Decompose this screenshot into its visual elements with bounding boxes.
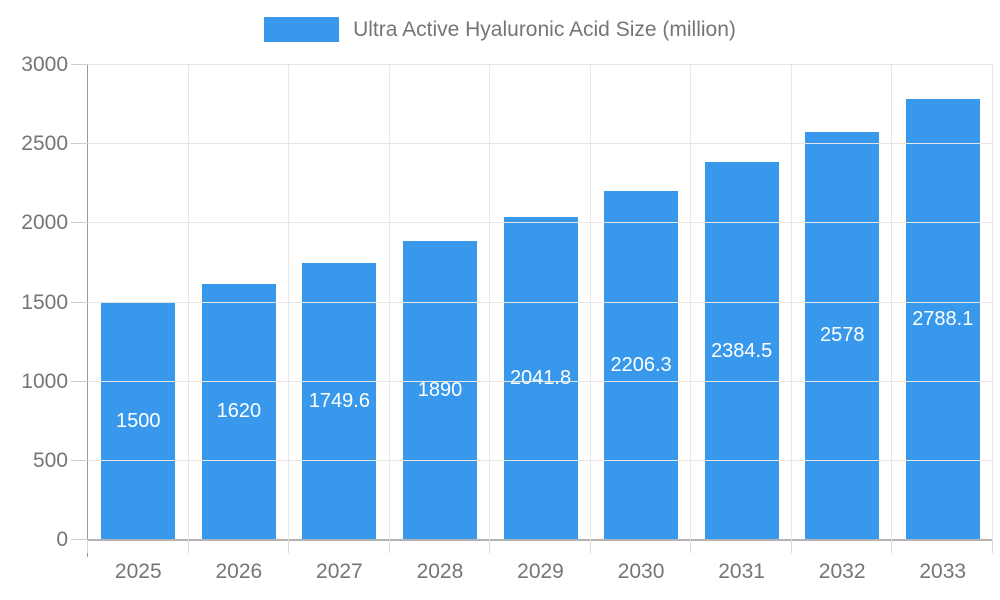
x-axis-tick — [992, 540, 993, 553]
bar-2032[interactable]: 2578 — [805, 131, 880, 540]
v-gridline — [790, 65, 792, 540]
y-axis-tick — [71, 459, 88, 461]
x-axis-baseline — [88, 539, 993, 541]
bar-value-label: 1620 — [216, 400, 262, 423]
y-tick-label: 2500 — [21, 132, 68, 156]
y-tick-label: 1500 — [21, 290, 68, 314]
x-axis-tick — [690, 540, 692, 553]
h-gridline — [88, 459, 993, 461]
bar-2026[interactable]: 1620 — [201, 283, 276, 540]
bar-slot: 2206.3 — [591, 65, 692, 540]
bar-value-label: 2041.8 — [509, 366, 572, 389]
x-axis-tick — [589, 540, 591, 553]
y-tick-label: 500 — [32, 448, 68, 472]
x-axis-tick — [891, 540, 893, 553]
y-axis-tick — [71, 539, 88, 540]
x-tick-label: 2026 — [215, 560, 263, 583]
legend-label: Ultra Active Hyaluronic Acid Size (milli… — [353, 17, 736, 41]
x-axis-tick — [187, 540, 189, 553]
bar-value-label: 2206.3 — [610, 353, 672, 376]
v-gridline — [288, 65, 290, 540]
y-axis-tick — [71, 380, 88, 382]
bar-slot: 1749.6 — [289, 65, 390, 540]
bar-slot: 2384.5 — [691, 65, 792, 540]
y-axis-tick — [71, 64, 88, 65]
bar-2031[interactable]: 2384.5 — [704, 162, 779, 540]
bar-value-label: 2788.1 — [912, 307, 974, 330]
bar-slot: 2578 — [792, 65, 893, 540]
x-tick-label: 2025 — [114, 560, 162, 583]
x-tick-label: 2029 — [517, 560, 564, 583]
bar-value-label: 1890 — [417, 378, 463, 401]
x-tick-label: 2032 — [818, 560, 866, 583]
bar-2030[interactable]: 2206.3 — [604, 190, 679, 540]
bar-slot: 1620 — [189, 65, 290, 540]
y-axis-tick — [71, 143, 88, 145]
h-gridline — [88, 64, 993, 65]
bar-2025[interactable]: 1500 — [101, 302, 176, 540]
y-tick-label: 2000 — [21, 211, 68, 235]
x-axis-tick — [87, 540, 88, 553]
y-tick-label: 3000 — [21, 53, 68, 76]
h-gridline — [88, 301, 993, 303]
bar-slot: 1500 — [88, 65, 189, 540]
bar-series: 1500 1620 1749.6 1890 2041.8 2206.3 2384.5 2578… — [88, 65, 993, 540]
bar-slot: 1890 — [390, 65, 491, 540]
v-gridline — [992, 65, 993, 540]
bar-2029[interactable]: 2041.8 — [503, 216, 578, 540]
x-tick-label: 2028 — [416, 560, 464, 583]
v-gridline — [690, 65, 692, 540]
y-axis-line — [87, 65, 88, 557]
bar-value-label: 1749.6 — [308, 389, 370, 412]
x-tick-label: 2027 — [316, 560, 363, 583]
legend-swatch-icon — [264, 17, 340, 42]
x-axis-tick — [489, 540, 491, 553]
y-axis-tick — [71, 301, 88, 303]
x-axis-tick — [388, 540, 390, 553]
h-gridline — [88, 222, 993, 224]
v-gridline — [891, 65, 893, 540]
bar-2033[interactable]: 2788.1 — [905, 98, 980, 540]
legend: Ultra Active Hyaluronic Acid Size (milli… — [0, 17, 1000, 42]
x-tick-label: 2030 — [617, 560, 665, 583]
y-tick-label: 1000 — [21, 369, 68, 393]
h-gridline — [88, 143, 993, 145]
bar-value-label: 2578 — [819, 324, 865, 347]
bar-value-label: 2384.5 — [711, 339, 773, 362]
bar-slot: 2041.8 — [490, 65, 591, 540]
v-gridline — [388, 65, 390, 540]
bar-2028[interactable]: 1890 — [402, 240, 477, 540]
x-axis-tick — [790, 540, 792, 553]
x-tick-label: 2031 — [718, 560, 765, 583]
bar-2027[interactable]: 1749.6 — [302, 262, 377, 540]
bar-value-label: 1500 — [116, 409, 161, 432]
x-tick-label: 2033 — [919, 560, 967, 583]
y-axis-tick — [71, 222, 88, 224]
v-gridline — [589, 65, 591, 540]
x-axis-tick — [288, 540, 290, 553]
v-gridline — [187, 65, 189, 540]
bar-slot: 2788.1 — [893, 65, 994, 540]
plot-area: 1500 1620 1749.6 1890 2041.8 2206.3 2384.5 2578… — [71, 64, 993, 557]
h-gridline — [88, 380, 993, 382]
y-tick-label: 0 — [56, 528, 68, 551]
v-gridline — [489, 65, 491, 540]
